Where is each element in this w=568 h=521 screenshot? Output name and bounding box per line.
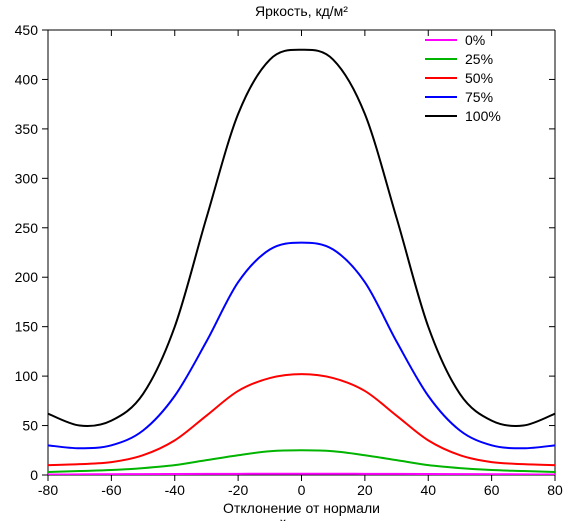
y-tick-label: 150 xyxy=(15,319,39,335)
x-tick-label: 60 xyxy=(484,482,500,498)
brightness-vs-angle-chart: -80 -60 -40 -20 0 20 40 60 80 0 50 100 150 200 250 300 3… xyxy=(0,0,568,521)
x-tick-label: -60 xyxy=(101,482,121,498)
x-axis-title-line2: в вертикальной плоскости, градусы xyxy=(186,517,418,521)
series-line xyxy=(48,474,555,475)
y-tick-label: 200 xyxy=(15,269,39,285)
legend-label: 50% xyxy=(465,70,493,86)
x-tick-label: -40 xyxy=(165,482,185,498)
x-tick-label: 0 xyxy=(298,482,306,498)
x-tick-label: -20 xyxy=(228,482,248,498)
y-tick-label: 50 xyxy=(22,418,38,434)
x-tick-label: -80 xyxy=(38,482,58,498)
y-tick-label: 350 xyxy=(15,121,39,137)
legend-label: 100% xyxy=(465,108,501,124)
legend-label: 75% xyxy=(465,89,493,105)
y-tick-label: 250 xyxy=(15,220,39,236)
x-tick-label: 80 xyxy=(547,482,563,498)
x-tick-label: 40 xyxy=(420,482,436,498)
y-tick-label: 300 xyxy=(15,170,39,186)
legend-label: 0% xyxy=(465,32,485,48)
y-tick-label: 100 xyxy=(15,368,39,384)
legend-label: 25% xyxy=(465,51,493,67)
y-tick-label: 400 xyxy=(15,71,39,87)
chart-svg: -80 -60 -40 -20 0 20 40 60 80 0 50 100 150 200 250 300 3… xyxy=(0,0,568,521)
y-tick-label: 0 xyxy=(30,467,38,483)
x-tick-label: 20 xyxy=(357,482,373,498)
y-tick-label: 450 xyxy=(15,22,39,38)
x-axis-title-line1: Отклонение от нормали xyxy=(223,500,380,516)
y-axis-title: Яркость, кд/м² xyxy=(255,3,348,19)
